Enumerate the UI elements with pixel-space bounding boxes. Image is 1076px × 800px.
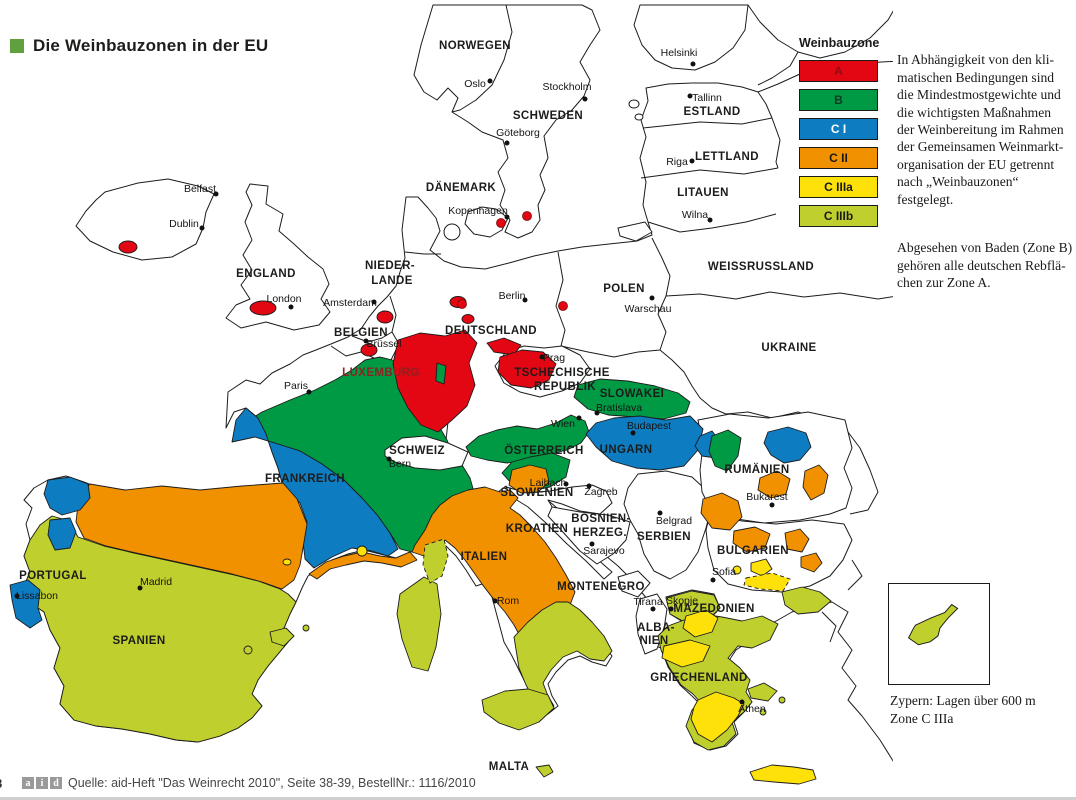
aid-logo-letter: i [36,777,48,789]
europe-map-svg [9,4,893,785]
zone-a-dots [457,211,568,311]
legend-item-B: B [799,89,878,111]
bottom-divider [0,797,1076,800]
side-text: In Abhängigkeit von den kli- matischen B… [897,34,1074,309]
legend-item-C-I: C I [799,118,878,140]
aid-logo-letter: a [22,777,34,789]
side-text-para2: Abgesehen von Baden (Zone B) gehören all… [897,240,1073,291]
cyprus-inset-caption: Zypern: Lagen über 600 m Zone C IIIa [890,693,1036,727]
wine-zones [9,240,832,785]
title-bullet-icon [10,39,24,53]
title-text: Die Weinbauzonen in der EU [33,36,269,55]
source-bar: 8 aid Quelle: aid-Heft "Das Weinrecht 20… [0,772,1076,798]
legend-heading: Weinbauzone [799,36,880,50]
europe-map: NORWEGEN SCHWEDEN DÄNEMARK ESTLAND LETTLAND L… [9,4,893,785]
side-text-para1: In Abhängigkeit von den kli- matischen B… [897,52,1064,207]
switzerland-shape [384,435,469,471]
source-text: Quelle: aid-Heft "Das Weinrecht 2010", S… [68,776,476,790]
aid-logo-letter: d [50,777,62,789]
page-title: Die Weinbauzonen in der EU [10,36,268,56]
cyprus-inset-box [888,583,990,685]
legend-item-C-IIIa: C IIIa [799,176,878,198]
page-number: 8 [0,776,2,791]
legend-item-A: A [799,60,878,82]
legend-item-C-IIIb: C IIIb [799,205,878,227]
cyprus-shape [907,603,959,646]
legend-item-C-II: C II [799,147,878,169]
